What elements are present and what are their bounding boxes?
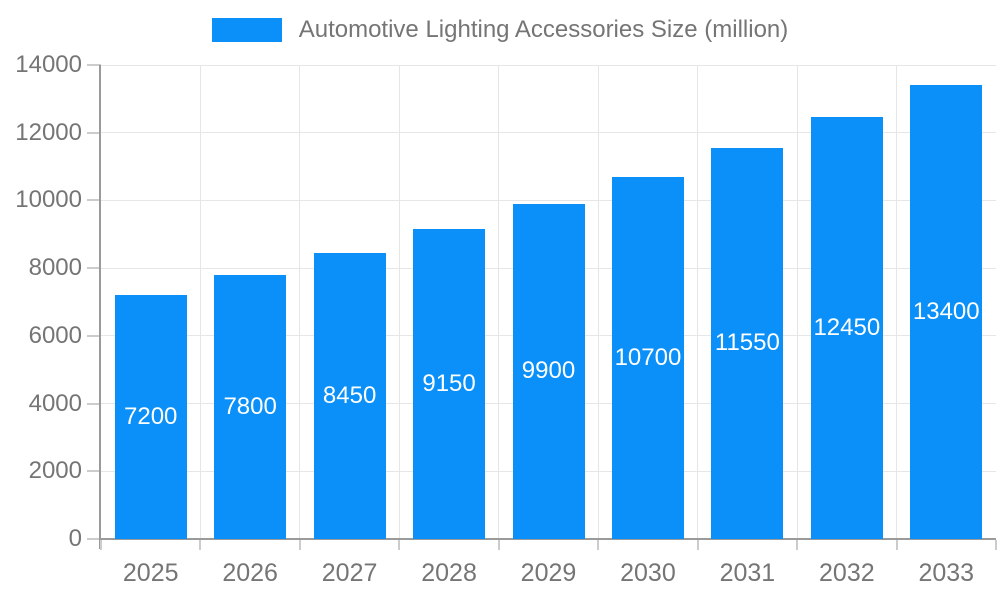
bar-2028 [413,229,486,539]
y-axis-label: 12000 [15,118,82,146]
x-axis-label: 2027 [321,559,378,587]
v-gridline [299,65,301,539]
x-axis-label: 2029 [520,559,577,587]
x-tick-mark [895,540,898,550]
y-tick-mark [87,199,101,202]
bar-value-label: 11550 [714,329,780,357]
y-axis-label: 6000 [28,321,82,349]
bar-2031 [711,147,784,539]
y-tick-mark [87,402,101,405]
v-gridline [199,65,201,539]
y-axis-line [99,65,101,549]
bar-value-label: 10700 [614,343,682,371]
x-axis-label: 2025 [122,559,179,587]
bar-2030 [611,176,684,539]
y-tick-mark [87,334,101,337]
y-tick-mark [87,470,101,473]
bar-value-label: 13400 [912,298,980,326]
x-tick-mark [199,540,202,550]
v-gridline [498,65,500,539]
x-axis-label: 2033 [918,559,975,587]
y-tick-mark [87,538,101,540]
bar-2029 [512,203,585,539]
v-gridline [896,65,898,539]
bar-value-label: 8450 [322,381,377,409]
x-tick-mark [597,540,600,550]
y-tick-mark [87,131,101,134]
x-axis-label: 2030 [620,559,676,587]
x-tick-mark [497,540,500,550]
bar-2032 [810,117,883,539]
bar-2026 [214,274,287,539]
bar-value-label: 12450 [813,314,881,342]
bar-2033 [910,85,983,539]
y-axis-label: 8000 [28,254,82,282]
y-axis-label: 2000 [28,457,82,485]
y-axis-label: 10000 [15,186,82,214]
y-axis-label: 14000 [15,51,82,78]
h-gridline [101,199,996,201]
v-gridline [597,65,599,539]
y-axis-label: 0 [68,525,82,552]
x-axis-label: 2031 [719,559,776,587]
legend-label: Automotive Lighting Accessories Size (mi… [298,16,789,43]
x-tick-mark [995,540,997,550]
y-axis-label: 4000 [28,389,82,417]
v-gridline [697,65,699,539]
x-axis-label: 2032 [819,559,875,587]
x-tick-mark [298,540,301,550]
v-gridline [796,65,798,539]
bar-value-label: 7800 [223,392,277,420]
h-gridline [101,64,996,66]
x-tick-mark [398,540,401,550]
v-gridline [398,65,400,539]
y-tick-mark [87,267,101,270]
bar-2025 [114,295,187,539]
bar-2027 [313,252,386,539]
bar-value-label: 7200 [124,403,178,431]
x-tick-mark [796,540,799,550]
x-axis-label: 2028 [421,559,477,587]
y-tick-mark [87,64,101,66]
x-tick-mark [100,540,102,550]
legend-swatch-icon [211,18,282,42]
legend[interactable]: Automotive Lighting Accessories Size (mi… [0,16,1000,44]
bar-value-label: 9150 [422,370,476,398]
h-gridline [101,132,996,134]
bar-value-label: 9900 [521,357,576,385]
x-axis-label: 2026 [222,559,278,587]
x-axis-line [99,538,996,540]
x-tick-mark [696,540,699,550]
